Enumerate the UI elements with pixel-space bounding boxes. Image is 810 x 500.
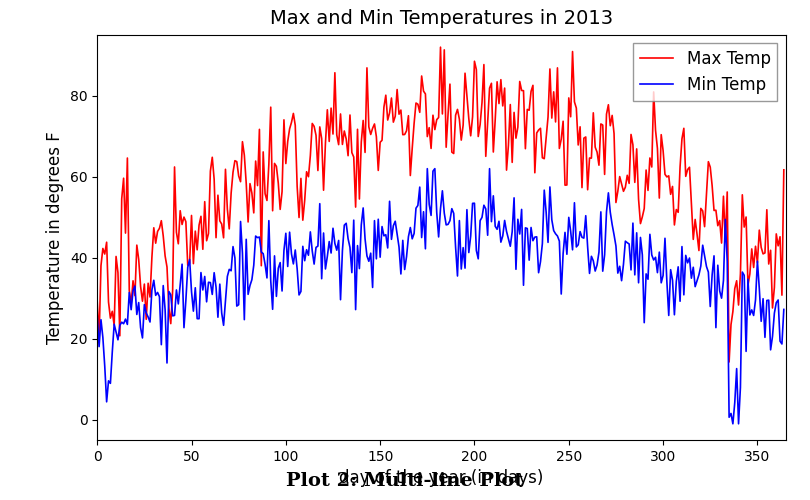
Min Temp: [281, 230, 291, 236]
Max Temp: [779, 167, 789, 173]
Min Temp: [237, 250, 247, 256]
Max Temp: [683, 166, 693, 172]
Min Temp: [751, 297, 761, 303]
Min Temp: [92, 312, 102, 318]
Min Temp: [423, 166, 433, 172]
Max Temp: [92, 298, 102, 304]
Min Temp: [779, 306, 789, 312]
Legend: Max Temp, Min Temp: Max Temp, Min Temp: [633, 44, 778, 101]
Title: Max and Min Temperatures in 2013: Max and Min Temperatures in 2013: [270, 9, 613, 28]
Min Temp: [683, 260, 693, 266]
Max Temp: [751, 244, 761, 250]
Max Temp: [436, 44, 446, 50]
Line: Min Temp: Min Temp: [97, 168, 784, 424]
Y-axis label: Temperature in degrees F: Temperature in degrees F: [46, 131, 64, 344]
X-axis label: day of the year (in days): day of the year (in days): [339, 470, 544, 488]
Max Temp: [724, 359, 734, 365]
Max Temp: [366, 132, 376, 138]
Max Temp: [237, 138, 247, 144]
Line: Max Temp: Max Temp: [97, 47, 784, 362]
Max Temp: [281, 160, 291, 166]
Max Temp: [369, 121, 379, 127]
Min Temp: [369, 218, 379, 224]
Min Temp: [728, 421, 738, 427]
Text: Plot 2: Multi-line Plot: Plot 2: Multi-line Plot: [287, 472, 523, 490]
Min Temp: [366, 250, 376, 256]
